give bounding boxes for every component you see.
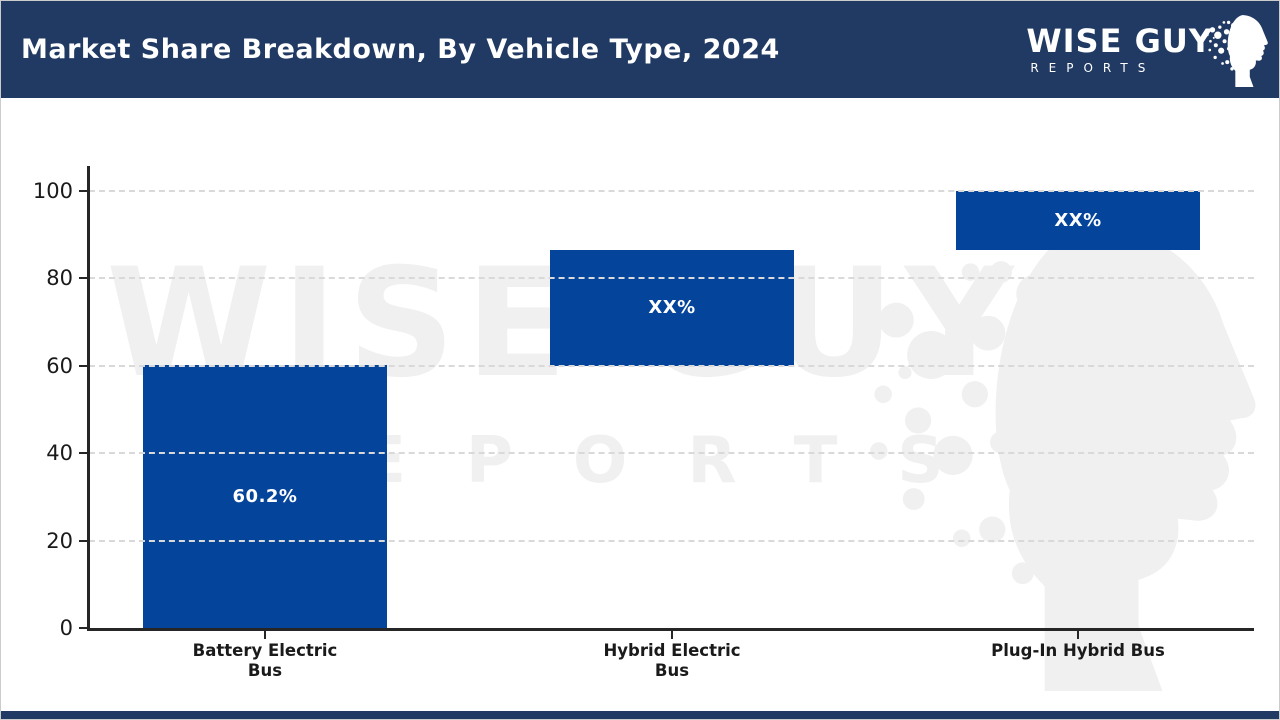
bar-value-label: 60.2%: [232, 485, 298, 507]
gridline-40: [89, 452, 1254, 454]
logo-text: WISE GUY REPORTS: [1026, 25, 1213, 75]
logo-face-icon: [1205, 15, 1268, 87]
y-axis-spine: [87, 166, 90, 631]
x-axis-spine: [87, 628, 1254, 631]
gridline-100: [89, 189, 1254, 192]
gridline-60: [89, 364, 1254, 367]
logo-subtitle: REPORTS: [1030, 61, 1156, 75]
y-tick: [79, 539, 87, 542]
x-category-label: Plug-In Hybrid Bus: [991, 641, 1165, 660]
bar-segment: XX%: [550, 249, 794, 366]
y-tick: [79, 364, 87, 367]
x-tick: [264, 631, 266, 639]
logo-wordmark: WISE GUY: [1026, 22, 1213, 60]
x-category-label: Battery Electric Bus: [192, 641, 338, 680]
y-tick: [79, 189, 87, 192]
x-tick: [1077, 631, 1079, 639]
y-tick-label: 20: [46, 528, 73, 553]
footer-bar: [1, 711, 1279, 719]
bar-value-label: XX%: [1054, 209, 1102, 231]
header-bar: Market Share Breakdown, By Vehicle Type,…: [1, 1, 1279, 98]
bar-segment: 60.2%: [143, 364, 387, 628]
y-tick: [79, 452, 87, 454]
x-category-label: Hybrid Electric Bus: [603, 641, 741, 680]
y-tick: [79, 627, 87, 629]
y-tick-label: 100: [32, 178, 73, 203]
gridline-20: [89, 539, 1254, 542]
watermark-face-icon: [850, 224, 1256, 691]
x-tick: [671, 631, 673, 639]
y-tick-label: 40: [46, 441, 73, 465]
y-tick: [79, 277, 87, 279]
bar-value-label: XX%: [648, 297, 696, 319]
chart-title: Market Share Breakdown, By Vehicle Type,…: [21, 34, 780, 65]
gridline-80: [89, 277, 1254, 279]
y-tick-label: 60: [46, 353, 73, 378]
bar-segment: XX%: [956, 190, 1200, 250]
y-tick-label: 0: [59, 616, 73, 640]
wiseguy-logo: WISE GUY REPORTS: [1026, 7, 1273, 93]
y-tick-label: 80: [46, 266, 73, 290]
